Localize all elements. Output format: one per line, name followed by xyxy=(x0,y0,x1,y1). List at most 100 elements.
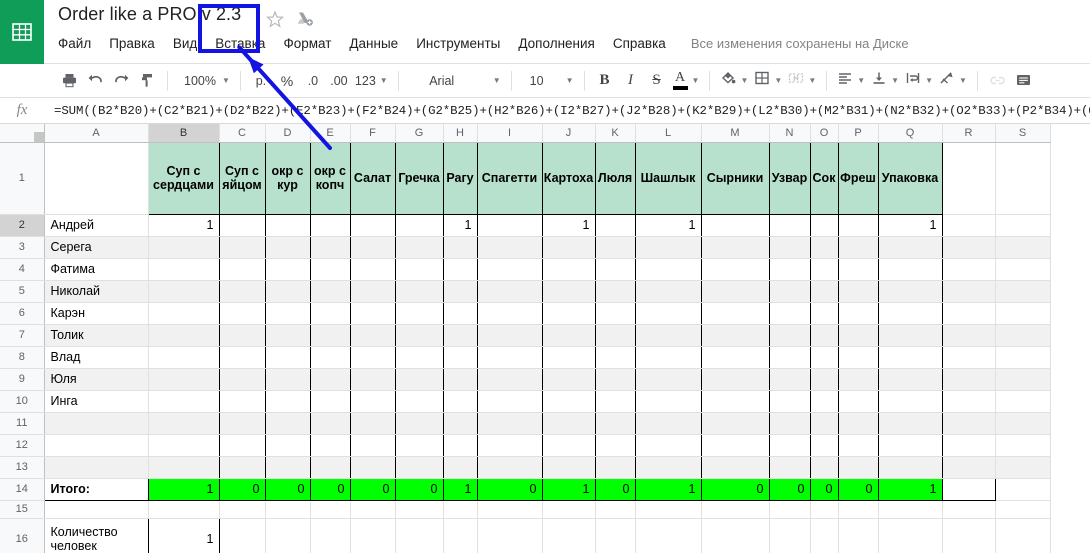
total-value-cell-b[interactable]: 1 xyxy=(147,477,220,501)
order-qty-cell-e6[interactable] xyxy=(309,302,351,325)
cell-e13[interactable] xyxy=(309,456,351,479)
order-qty-cell-g3[interactable] xyxy=(394,236,444,259)
column-header-d[interactable]: D xyxy=(265,124,311,143)
order-qty-cell-b3[interactable] xyxy=(147,236,220,259)
percent-format-button[interactable]: % xyxy=(274,68,300,94)
cell-c15[interactable] xyxy=(219,500,266,519)
order-qty-cell-e8[interactable] xyxy=(309,346,351,369)
order-qty-cell-o10[interactable] xyxy=(809,390,839,413)
order-qty-cell-d9[interactable] xyxy=(264,368,311,391)
cell-i12[interactable] xyxy=(476,434,543,457)
order-qty-cell-k4[interactable] xyxy=(594,258,636,281)
order-qty-cell-i10[interactable] xyxy=(476,390,543,413)
document-title[interactable]: Order like a PRO v 2.3 xyxy=(58,4,242,24)
row-header-4[interactable]: 4 xyxy=(0,258,45,281)
cell-j12[interactable] xyxy=(541,434,596,457)
order-qty-cell-h8[interactable] xyxy=(442,346,478,369)
total-value-cell-g[interactable]: 0 xyxy=(394,477,444,501)
cell-f15[interactable] xyxy=(350,500,396,519)
order-qty-cell-q9[interactable] xyxy=(877,368,943,391)
cell-r13[interactable] xyxy=(942,456,996,479)
order-qty-cell-p10[interactable] xyxy=(837,390,879,413)
cell-s12[interactable] xyxy=(995,434,1051,457)
order-qty-cell-q4[interactable] xyxy=(877,258,943,281)
menu-addons[interactable]: Дополнения xyxy=(518,36,595,51)
cell-j16[interactable] xyxy=(542,518,596,553)
cell-s10[interactable] xyxy=(995,390,1051,413)
column-header-a[interactable]: A xyxy=(44,124,149,143)
column-header-o[interactable]: O xyxy=(810,124,839,143)
total-value-cell-p[interactable]: 0 xyxy=(837,477,879,501)
cell-m11[interactable] xyxy=(700,412,770,435)
insert-link-button[interactable] xyxy=(985,68,1011,94)
cell-k12[interactable] xyxy=(594,434,636,457)
order-qty-cell-j3[interactable] xyxy=(541,236,596,259)
menu-item-header-e[interactable]: окр с копч xyxy=(309,141,351,215)
row-header-7[interactable]: 7 xyxy=(0,324,45,347)
cell-q15[interactable] xyxy=(878,500,943,519)
order-qty-cell-n5[interactable] xyxy=(768,280,811,303)
order-qty-cell-k10[interactable] xyxy=(594,390,636,413)
people-count-value-cell[interactable]: 1 xyxy=(147,517,220,553)
cell-a13[interactable] xyxy=(44,456,149,479)
cell-d16[interactable] xyxy=(265,518,311,553)
column-header-l[interactable]: L xyxy=(635,124,702,143)
order-qty-cell-l10[interactable] xyxy=(634,390,702,413)
menu-item-header-d[interactable]: окр с кур xyxy=(264,141,311,215)
order-qty-cell-j10[interactable] xyxy=(541,390,596,413)
order-qty-cell-n3[interactable] xyxy=(768,236,811,259)
cell-h12[interactable] xyxy=(442,434,478,457)
order-qty-cell-f4[interactable] xyxy=(349,258,396,281)
order-qty-cell-b6[interactable] xyxy=(147,302,220,325)
order-qty-cell-q3[interactable] xyxy=(877,236,943,259)
order-qty-cell-p5[interactable] xyxy=(837,280,879,303)
order-qty-cell-i5[interactable] xyxy=(476,280,543,303)
cell-r14[interactable] xyxy=(941,477,996,501)
cell-s15[interactable] xyxy=(995,500,1051,519)
cell-i11[interactable] xyxy=(476,412,543,435)
merge-cells-button[interactable]: ▼ xyxy=(785,68,819,94)
total-value-cell-m[interactable]: 0 xyxy=(700,477,770,501)
order-qty-cell-p3[interactable] xyxy=(837,236,879,259)
order-qty-cell-m10[interactable] xyxy=(700,390,770,413)
order-qty-cell-p9[interactable] xyxy=(837,368,879,391)
total-value-cell-k[interactable]: 0 xyxy=(594,477,636,501)
cell-p16[interactable] xyxy=(838,518,879,553)
cell-h11[interactable] xyxy=(442,412,478,435)
order-qty-cell-f2[interactable] xyxy=(349,214,396,237)
order-qty-cell-e10[interactable] xyxy=(309,390,351,413)
cell-j13[interactable] xyxy=(541,456,596,479)
cell-s5[interactable] xyxy=(995,280,1051,303)
cell-g13[interactable] xyxy=(394,456,444,479)
cell-b13[interactable] xyxy=(147,456,220,479)
row-header-15[interactable]: 15 xyxy=(0,500,45,519)
person-name-cell[interactable]: Толик xyxy=(44,324,149,347)
drive-move-icon[interactable] xyxy=(296,10,314,28)
order-qty-cell-e4[interactable] xyxy=(309,258,351,281)
cell-e11[interactable] xyxy=(309,412,351,435)
cell-j15[interactable] xyxy=(542,500,596,519)
cell-n12[interactable] xyxy=(768,434,811,457)
cell-s1[interactable] xyxy=(995,142,1051,215)
menu-file[interactable]: Файл xyxy=(58,36,92,51)
cell-p12[interactable] xyxy=(837,434,879,457)
order-qty-cell-o5[interactable] xyxy=(809,280,839,303)
order-qty-cell-o6[interactable] xyxy=(809,302,839,325)
menu-item-header-k[interactable]: Люля xyxy=(594,141,636,215)
order-qty-cell-p8[interactable] xyxy=(837,346,879,369)
redo-button[interactable] xyxy=(108,68,134,94)
order-qty-cell-h4[interactable] xyxy=(442,258,478,281)
order-qty-cell-j6[interactable] xyxy=(541,302,596,325)
order-qty-cell-i4[interactable] xyxy=(476,258,543,281)
order-qty-cell-b9[interactable] xyxy=(147,368,220,391)
menu-item-header-b[interactable]: Суп с сердцами xyxy=(147,141,220,215)
row-header-9[interactable]: 9 xyxy=(0,368,45,391)
total-value-cell-f[interactable]: 0 xyxy=(349,477,396,501)
cell-s6[interactable] xyxy=(995,302,1051,325)
cell-o13[interactable] xyxy=(809,456,839,479)
cell-r5[interactable] xyxy=(942,280,996,303)
cell-q12[interactable] xyxy=(877,434,943,457)
order-qty-cell-o3[interactable] xyxy=(809,236,839,259)
person-name-cell[interactable]: Влад xyxy=(44,346,149,369)
cell-o16[interactable] xyxy=(810,518,839,553)
